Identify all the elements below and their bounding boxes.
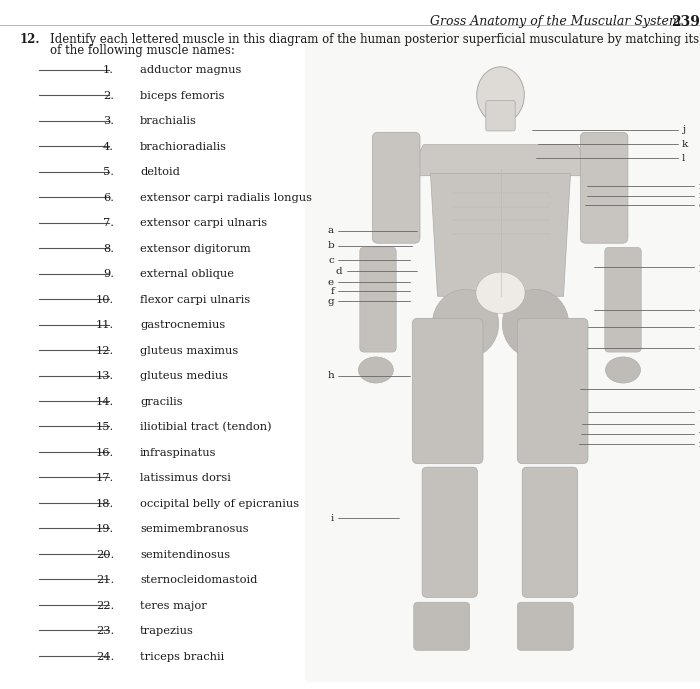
FancyBboxPatch shape bbox=[412, 318, 483, 464]
Text: p: p bbox=[699, 263, 700, 272]
FancyBboxPatch shape bbox=[486, 101, 515, 131]
Text: 6.: 6. bbox=[103, 193, 114, 203]
Text: semitendinosus: semitendinosus bbox=[140, 550, 230, 560]
Text: 18.: 18. bbox=[96, 499, 114, 509]
Text: gluteus medius: gluteus medius bbox=[140, 371, 228, 382]
Text: 17.: 17. bbox=[96, 473, 114, 484]
Text: gracilis: gracilis bbox=[140, 397, 183, 407]
Text: b: b bbox=[327, 241, 334, 251]
Text: extensor carpi ulnaris: extensor carpi ulnaris bbox=[140, 218, 267, 229]
Ellipse shape bbox=[476, 272, 525, 313]
Text: brachialis: brachialis bbox=[140, 116, 197, 127]
Text: 7.: 7. bbox=[103, 218, 114, 229]
Text: trapezius: trapezius bbox=[140, 626, 194, 637]
Text: external oblique: external oblique bbox=[140, 269, 234, 280]
Text: 14.: 14. bbox=[96, 397, 114, 407]
Text: 2.: 2. bbox=[103, 91, 114, 101]
Text: f: f bbox=[330, 287, 334, 296]
Text: k: k bbox=[682, 139, 688, 149]
Text: occipital belly of epicranius: occipital belly of epicranius bbox=[140, 499, 299, 509]
Text: m: m bbox=[699, 181, 700, 191]
Ellipse shape bbox=[606, 357, 640, 383]
Ellipse shape bbox=[432, 289, 498, 358]
Ellipse shape bbox=[503, 289, 568, 358]
Text: flexor carpi ulnaris: flexor carpi ulnaris bbox=[140, 295, 251, 305]
Text: v: v bbox=[699, 419, 700, 429]
Text: l: l bbox=[682, 154, 685, 163]
Ellipse shape bbox=[358, 357, 393, 383]
FancyBboxPatch shape bbox=[414, 602, 470, 650]
Text: extensor digitorum: extensor digitorum bbox=[140, 244, 251, 254]
Text: 20.: 20. bbox=[96, 550, 114, 560]
Text: c: c bbox=[328, 256, 334, 265]
Bar bbox=[304, 31, 700, 682]
Text: a: a bbox=[328, 226, 334, 236]
Text: 15.: 15. bbox=[96, 422, 114, 433]
Text: infraspinatus: infraspinatus bbox=[140, 448, 216, 458]
Text: t: t bbox=[699, 384, 700, 394]
FancyBboxPatch shape bbox=[580, 132, 628, 243]
FancyBboxPatch shape bbox=[372, 132, 420, 243]
FancyBboxPatch shape bbox=[517, 318, 588, 464]
Text: triceps brachii: triceps brachii bbox=[140, 652, 224, 662]
Text: sternocleidomastoid: sternocleidomastoid bbox=[140, 575, 258, 586]
Text: latissimus dorsi: latissimus dorsi bbox=[140, 473, 231, 484]
Text: 11.: 11. bbox=[96, 320, 114, 331]
Text: q: q bbox=[699, 305, 700, 315]
Text: o: o bbox=[699, 200, 700, 210]
Text: deltoid: deltoid bbox=[140, 167, 180, 178]
Text: x: x bbox=[699, 440, 700, 449]
Text: r: r bbox=[699, 322, 700, 332]
Polygon shape bbox=[430, 174, 570, 296]
Text: 19.: 19. bbox=[96, 524, 114, 535]
Text: w: w bbox=[699, 429, 700, 439]
Text: 10.: 10. bbox=[96, 295, 114, 305]
Text: 13.: 13. bbox=[96, 371, 114, 382]
Text: 1.: 1. bbox=[103, 65, 114, 76]
Text: gluteus maximus: gluteus maximus bbox=[140, 346, 238, 356]
Text: Gross Anatomy of the Muscular System: Gross Anatomy of the Muscular System bbox=[430, 15, 681, 28]
Text: semimembranosus: semimembranosus bbox=[140, 524, 248, 535]
Ellipse shape bbox=[477, 67, 524, 123]
Text: teres major: teres major bbox=[140, 601, 206, 611]
Text: s: s bbox=[699, 343, 700, 353]
Text: brachioradialis: brachioradialis bbox=[140, 142, 227, 152]
Text: of the following muscle names:: of the following muscle names: bbox=[50, 44, 235, 57]
FancyBboxPatch shape bbox=[605, 247, 641, 352]
Text: 9.: 9. bbox=[103, 269, 114, 280]
Text: 3.: 3. bbox=[103, 116, 114, 127]
Text: 239: 239 bbox=[671, 15, 699, 29]
Polygon shape bbox=[406, 145, 595, 176]
Text: j: j bbox=[682, 125, 685, 134]
Text: h: h bbox=[327, 371, 334, 380]
FancyBboxPatch shape bbox=[422, 467, 477, 597]
Text: 23.: 23. bbox=[96, 626, 114, 637]
Text: 4.: 4. bbox=[103, 142, 114, 152]
Text: 12.: 12. bbox=[96, 346, 114, 356]
Text: adductor magnus: adductor magnus bbox=[140, 65, 241, 76]
Text: 24.: 24. bbox=[96, 652, 114, 662]
FancyBboxPatch shape bbox=[360, 247, 396, 352]
Text: gastrocnemius: gastrocnemius bbox=[140, 320, 225, 331]
Text: 16.: 16. bbox=[96, 448, 114, 458]
Text: 12.: 12. bbox=[20, 33, 40, 46]
FancyBboxPatch shape bbox=[517, 602, 573, 650]
Text: g: g bbox=[328, 296, 334, 306]
Text: e: e bbox=[328, 278, 334, 287]
Text: u: u bbox=[699, 407, 700, 417]
FancyBboxPatch shape bbox=[522, 467, 578, 597]
Text: 8.: 8. bbox=[103, 244, 114, 254]
Text: d: d bbox=[336, 267, 342, 276]
Text: i: i bbox=[330, 513, 334, 523]
Text: 21.: 21. bbox=[96, 575, 114, 586]
Text: n: n bbox=[699, 191, 700, 200]
Text: iliotibial tract (tendon): iliotibial tract (tendon) bbox=[140, 422, 272, 433]
Text: biceps femoris: biceps femoris bbox=[140, 91, 225, 101]
Text: extensor carpi radialis longus: extensor carpi radialis longus bbox=[140, 193, 312, 203]
Text: 5.: 5. bbox=[103, 167, 114, 178]
Text: 22.: 22. bbox=[96, 601, 114, 611]
Text: Identify each lettered muscle in this diagram of the human posterior superficial: Identify each lettered muscle in this di… bbox=[50, 33, 700, 46]
